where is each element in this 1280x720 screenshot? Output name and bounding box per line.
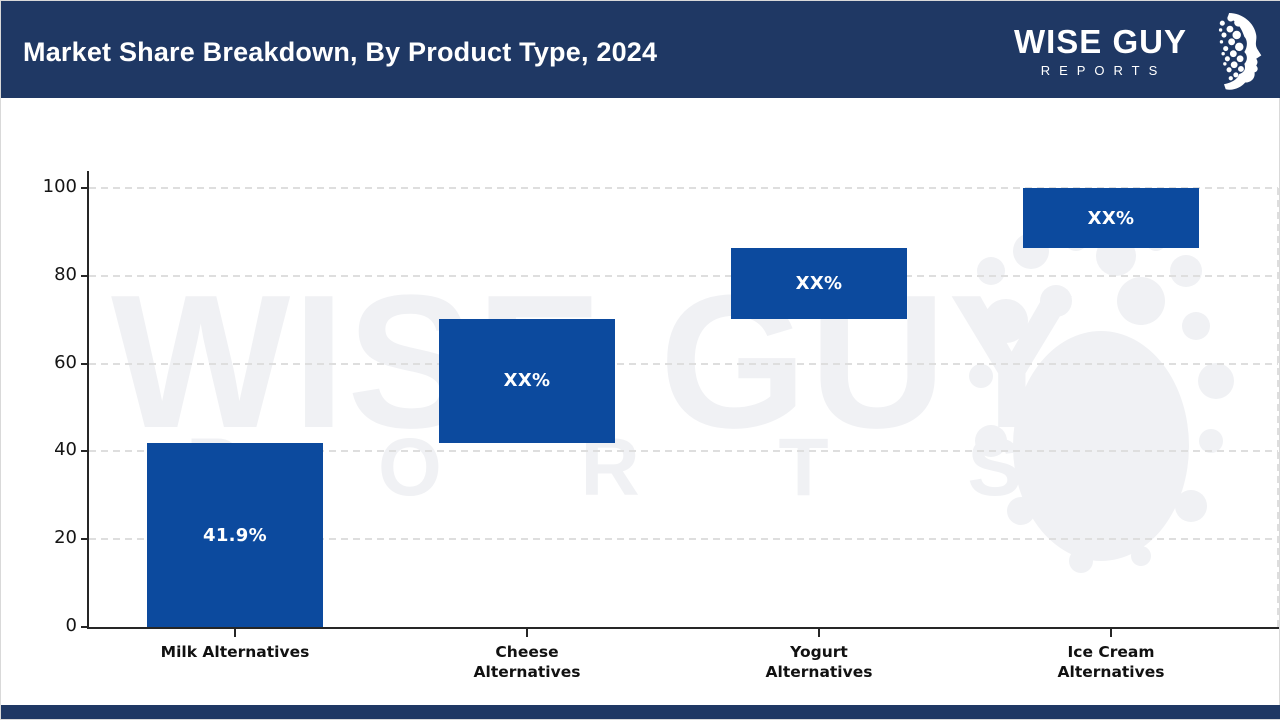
page-title: Market Share Breakdown, By Product Type,… (23, 37, 658, 67)
y-axis-spine (87, 171, 89, 629)
x-category-label: Milk Alternatives (125, 642, 345, 662)
bar-value-label: XX% (1087, 207, 1135, 229)
y-tick-label: 60 (54, 351, 77, 373)
bar-value-label: XX% (503, 370, 551, 392)
x-tick-mark (818, 629, 820, 637)
plot-right-guide (1277, 188, 1279, 627)
x-category-label-line: Alternatives (1057, 663, 1165, 681)
bar-ice-cream-alternatives: XX% (1023, 188, 1199, 249)
y-tick-label: 40 (54, 439, 77, 461)
bar-value-label: XX% (795, 272, 843, 294)
x-tick-mark (234, 629, 236, 637)
y-tick-mark (81, 362, 88, 365)
x-axis-spine (87, 627, 1279, 629)
y-gridline (89, 538, 1278, 541)
y-tick-mark (81, 538, 88, 541)
x-category-label-line: Cheese (495, 643, 559, 661)
bar-value-label: 41.9% (203, 524, 267, 546)
y-tick-mark (81, 450, 88, 453)
y-gridline (89, 187, 1278, 189)
x-tick-mark (526, 629, 528, 637)
x-category-label-line: Alternatives (473, 663, 581, 681)
bar-milk-alternatives: 41.9% (147, 443, 323, 627)
brand-face-icon (1218, 13, 1262, 90)
x-tick-mark (1110, 629, 1112, 637)
y-tick-label: 100 (42, 176, 77, 197)
footer-bar (1, 705, 1280, 719)
y-tick-mark (81, 187, 88, 189)
y-gridline (89, 362, 1278, 365)
y-tick-label: 20 (54, 527, 77, 549)
bar-yogurt-alternatives: XX% (731, 248, 907, 319)
y-tick-label: 80 (54, 263, 77, 285)
x-category-label: Ice Cream Alternatives (1001, 642, 1221, 682)
brand-name: WISE GUY (1013, 23, 1188, 60)
brand-logo: WISE GUY REPORTS (1013, 9, 1263, 93)
y-gridline (89, 274, 1278, 277)
x-category-label: Cheese Alternatives (417, 642, 637, 682)
bar-cheese-alternatives: XX% (439, 318, 615, 444)
y-tick-mark (81, 274, 88, 277)
x-category-label-line: Yogurt (790, 643, 848, 661)
y-tick-mark (81, 626, 88, 628)
x-category-label-line: Alternatives (765, 663, 873, 681)
y-tick-label: 0 (65, 615, 77, 636)
x-category-label-line: Milk Alternatives (160, 643, 310, 661)
x-category-label-line: Ice Cream (1067, 643, 1155, 661)
y-gridline (89, 450, 1278, 453)
watermark-face (969, 227, 1234, 573)
brand-logo-text: WISE GUY REPORTS (1013, 23, 1188, 78)
brand-subname: REPORTS (1040, 63, 1167, 78)
x-category-label: Yogurt Alternatives (709, 642, 929, 682)
header-bar: Market Share Breakdown, By Product Type,… (1, 1, 1280, 98)
